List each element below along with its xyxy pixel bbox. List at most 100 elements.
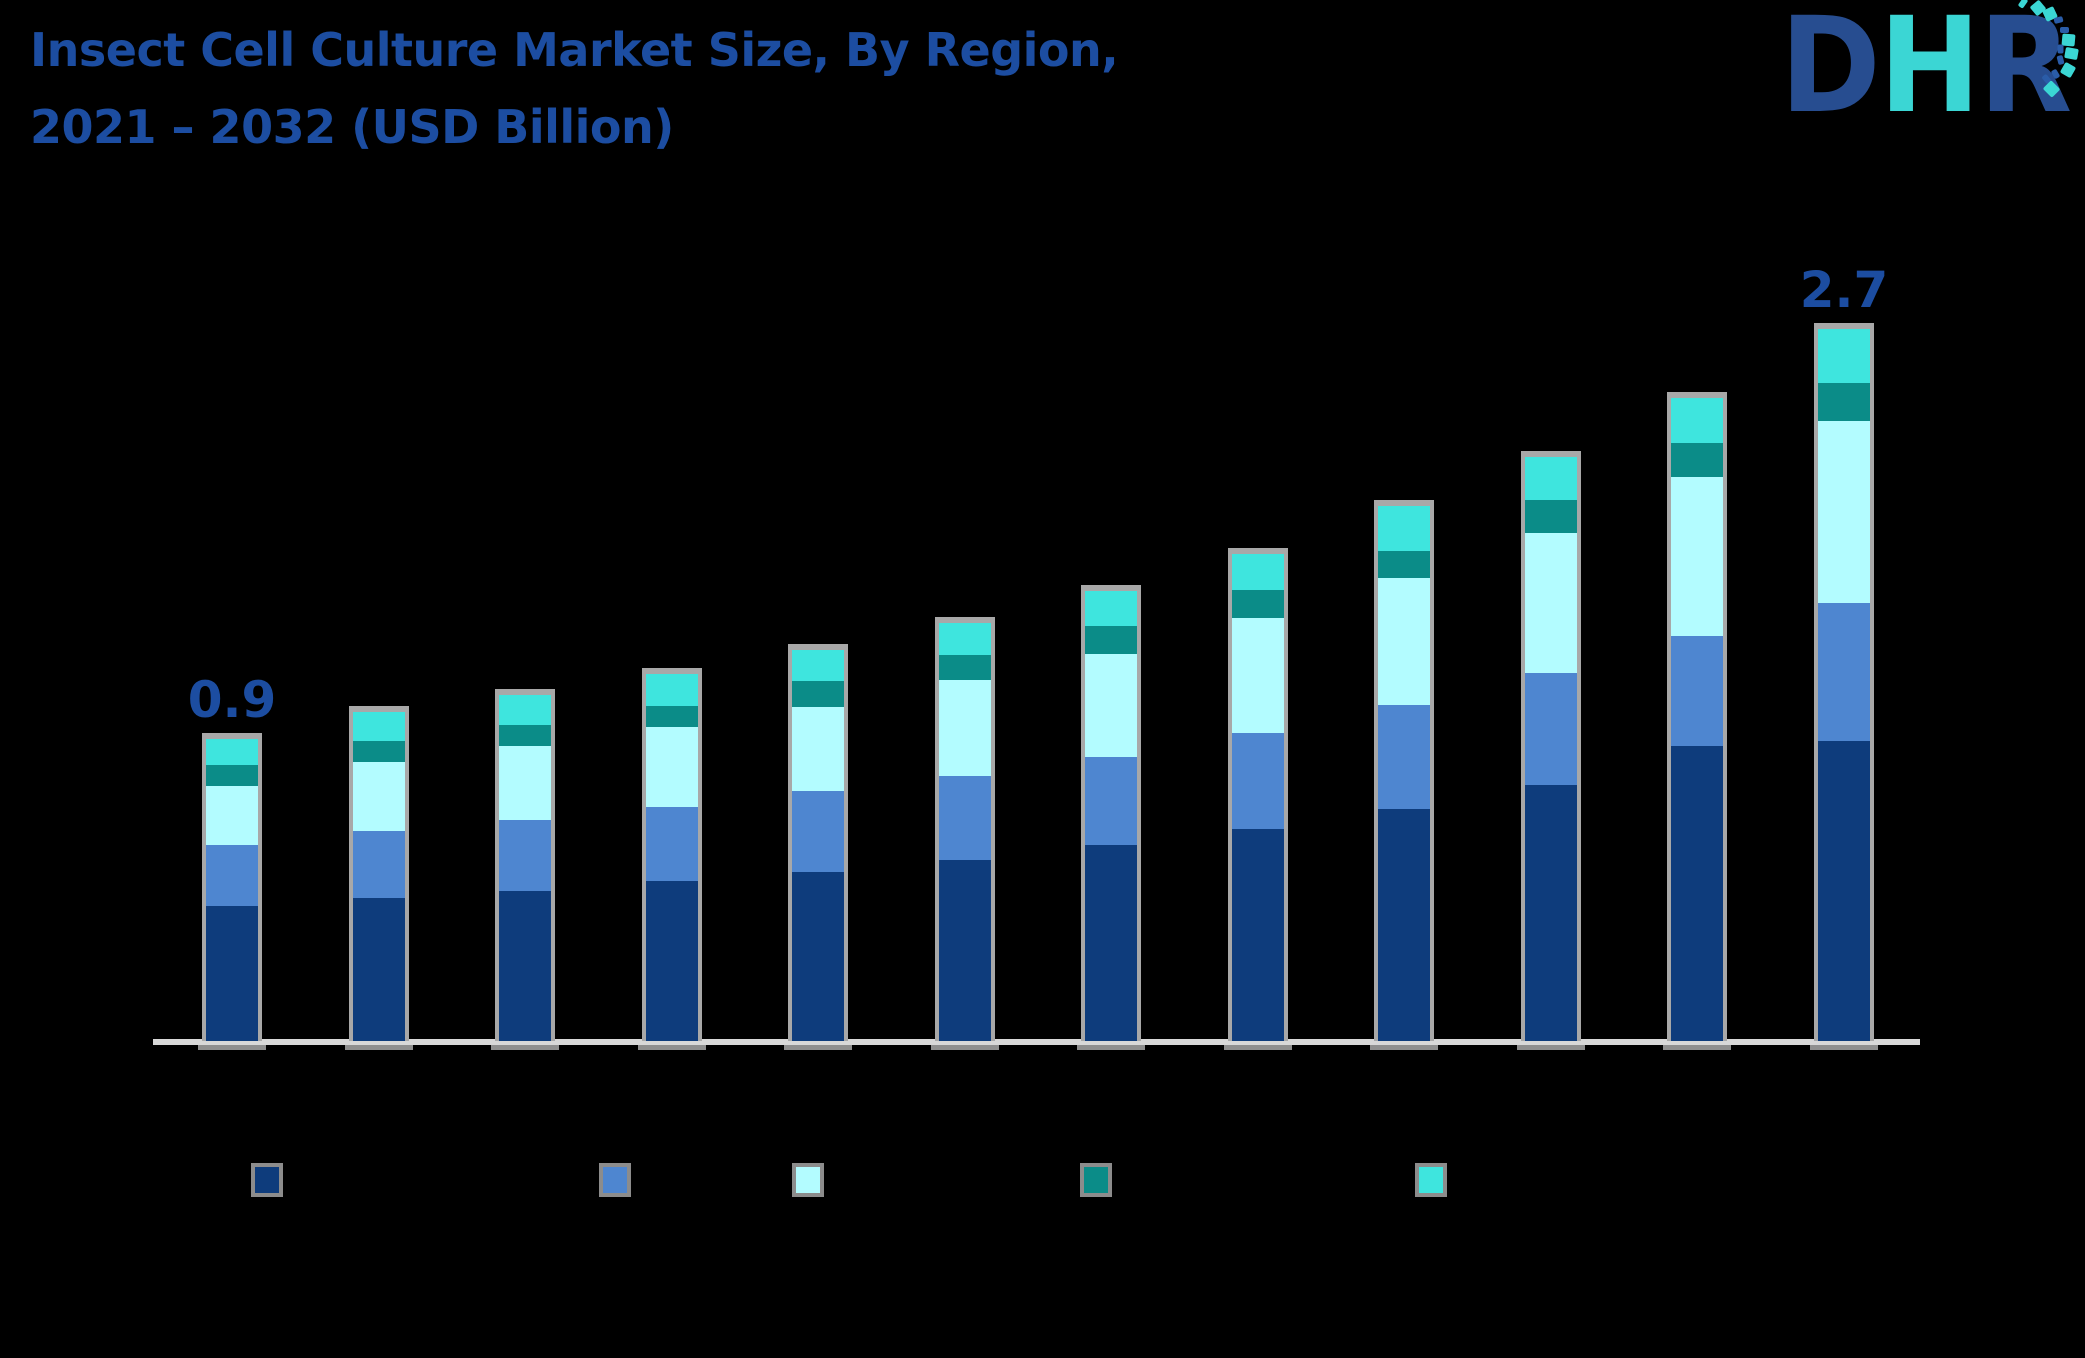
bar-2022-segment-dark-teal-region (353, 741, 405, 762)
bar-2023-segment-turquoise-region (499, 695, 551, 725)
x-axis-line (153, 1039, 1920, 1045)
bar-2023-segment-dark-teal-region (499, 725, 551, 746)
bar-2030-segment-dark-teal-region (1525, 500, 1577, 533)
bar-2029-segment-dark-teal-region (1378, 551, 1430, 578)
axis-tick-2025 (784, 1044, 852, 1050)
axis-tick-2023 (491, 1044, 559, 1050)
axis-tick-2031 (1663, 1044, 1731, 1050)
bar-2022-segment-navy-region (353, 898, 405, 1041)
bar-2021-segment-navy-region (206, 906, 258, 1041)
legend-swatch-3 (792, 1163, 824, 1197)
bar-2022 (349, 706, 409, 1041)
bar-2027-segment-turquoise-region (1085, 591, 1137, 626)
bar-2024-segment-medium-blue-region (646, 807, 698, 881)
bar-2032-segment-turquoise-region (1818, 329, 1870, 383)
bar-2031 (1667, 392, 1727, 1041)
bar-2022-segment-turquoise-region (353, 712, 405, 741)
bar-2023-segment-navy-region (499, 891, 551, 1041)
legend-swatch-1 (251, 1163, 283, 1197)
bar-2024-segment-turquoise-region (646, 674, 698, 706)
axis-tick-2028 (1224, 1044, 1292, 1050)
bar-2030-segment-medium-blue-region (1525, 673, 1577, 785)
bar-2027-segment-dark-teal-region (1085, 626, 1137, 654)
bar-2021-segment-dark-teal-region (206, 765, 258, 786)
bar-2028-segment-dark-teal-region (1232, 590, 1284, 618)
bar-2027-segment-medium-blue-region (1085, 757, 1137, 845)
axis-tick-2030 (1517, 1044, 1585, 1050)
bar-2021-segment-medium-blue-region (206, 845, 258, 906)
logo-text: DHR (1780, 0, 2072, 146)
logo-letter-d: D (1780, 0, 1881, 143)
axis-tick-2027 (1077, 1044, 1145, 1050)
logo-arc-tile-5 (2060, 27, 2069, 33)
bar-2028-segment-navy-region (1232, 829, 1284, 1041)
bar-2025-segment-medium-blue-region (792, 791, 844, 872)
bar-2029-segment-navy-region (1378, 809, 1430, 1041)
bar-2029-segment-turquoise-region (1378, 506, 1430, 551)
axis-tick-2024 (638, 1044, 706, 1050)
chart-title-line2: 2021 – 2032 (USD Billion) (30, 100, 674, 154)
bar-2022-segment-pale-cyan-region (353, 762, 405, 831)
bar-2031-segment-pale-cyan-region (1671, 477, 1723, 636)
bar-2030 (1521, 451, 1581, 1041)
bar-2030-segment-navy-region (1525, 785, 1577, 1041)
axis-tick-2021 (198, 1044, 266, 1050)
chart-title-line1: Insect Cell Culture Market Size, By Regi… (30, 23, 1119, 77)
bar-2022-segment-medium-blue-region (353, 831, 405, 898)
bar-2032 (1814, 323, 1874, 1041)
bar-2032-segment-dark-teal-region (1818, 383, 1870, 421)
value-label-2032: 2.7 (1799, 261, 1889, 319)
axis-tick-2026 (931, 1044, 999, 1050)
bar-2028-segment-medium-blue-region (1232, 733, 1284, 829)
logo-letter-h: H (1878, 0, 1981, 143)
bar-2031-segment-dark-teal-region (1671, 443, 1723, 477)
bar-2028-segment-turquoise-region (1232, 554, 1284, 590)
bar-2028-segment-pale-cyan-region (1232, 618, 1284, 733)
axis-tick-2032 (1810, 1044, 1878, 1050)
bar-2024-segment-dark-teal-region (646, 706, 698, 727)
logo-arc-tile-7 (2057, 44, 2064, 54)
bar-2026-segment-navy-region (939, 860, 991, 1041)
bar-2024-segment-pale-cyan-region (646, 727, 698, 807)
bar-2030-segment-pale-cyan-region (1525, 533, 1577, 673)
bar-2023-segment-pale-cyan-region (499, 746, 551, 820)
logo-arc-tile-8 (2064, 46, 2079, 61)
bar-2023-segment-medium-blue-region (499, 820, 551, 891)
bar-2021 (202, 733, 262, 1041)
bar-2027 (1081, 585, 1141, 1041)
bar-2026-segment-pale-cyan-region (939, 680, 991, 776)
bar-2029-segment-medium-blue-region (1378, 705, 1430, 809)
axis-tick-2022 (345, 1044, 413, 1050)
logo-arc-tile-6 (2061, 33, 2076, 47)
bar-2029 (1374, 500, 1434, 1041)
bar-2026-segment-dark-teal-region (939, 655, 991, 680)
dhr-logo: DHR (1780, 0, 2085, 146)
legend-swatch-5 (1415, 1163, 1447, 1197)
bar-2025-segment-pale-cyan-region (792, 707, 844, 791)
chart-title: Insect Cell Culture Market Size, By Regi… (30, 12, 1330, 166)
bar-2021-segment-pale-cyan-region (206, 786, 258, 845)
bar-2024 (642, 668, 702, 1041)
bar-2031-segment-turquoise-region (1671, 398, 1723, 443)
bar-2026-segment-turquoise-region (939, 623, 991, 655)
bar-2023 (495, 689, 555, 1041)
bar-2032-segment-medium-blue-region (1818, 603, 1870, 741)
bar-2025-segment-dark-teal-region (792, 681, 844, 707)
bar-2032-segment-pale-cyan-region (1818, 421, 1870, 603)
bar-2031-segment-medium-blue-region (1671, 636, 1723, 746)
axis-tick-2029 (1370, 1044, 1438, 1050)
bar-2032-segment-navy-region (1818, 741, 1870, 1041)
bar-2029-segment-pale-cyan-region (1378, 578, 1430, 705)
bar-2025-segment-turquoise-region (792, 650, 844, 681)
bar-2027-segment-pale-cyan-region (1085, 654, 1137, 757)
bar-2030-segment-turquoise-region (1525, 457, 1577, 500)
bar-2025-segment-navy-region (792, 872, 844, 1041)
bar-2025 (788, 644, 848, 1041)
bar-2031-segment-navy-region (1671, 746, 1723, 1041)
bar-2026-segment-medium-blue-region (939, 776, 991, 860)
bar-2026 (935, 617, 995, 1041)
legend-swatch-2 (599, 1163, 631, 1197)
value-label-2021: 0.9 (187, 671, 277, 729)
bar-2021-segment-turquoise-region (206, 739, 258, 765)
